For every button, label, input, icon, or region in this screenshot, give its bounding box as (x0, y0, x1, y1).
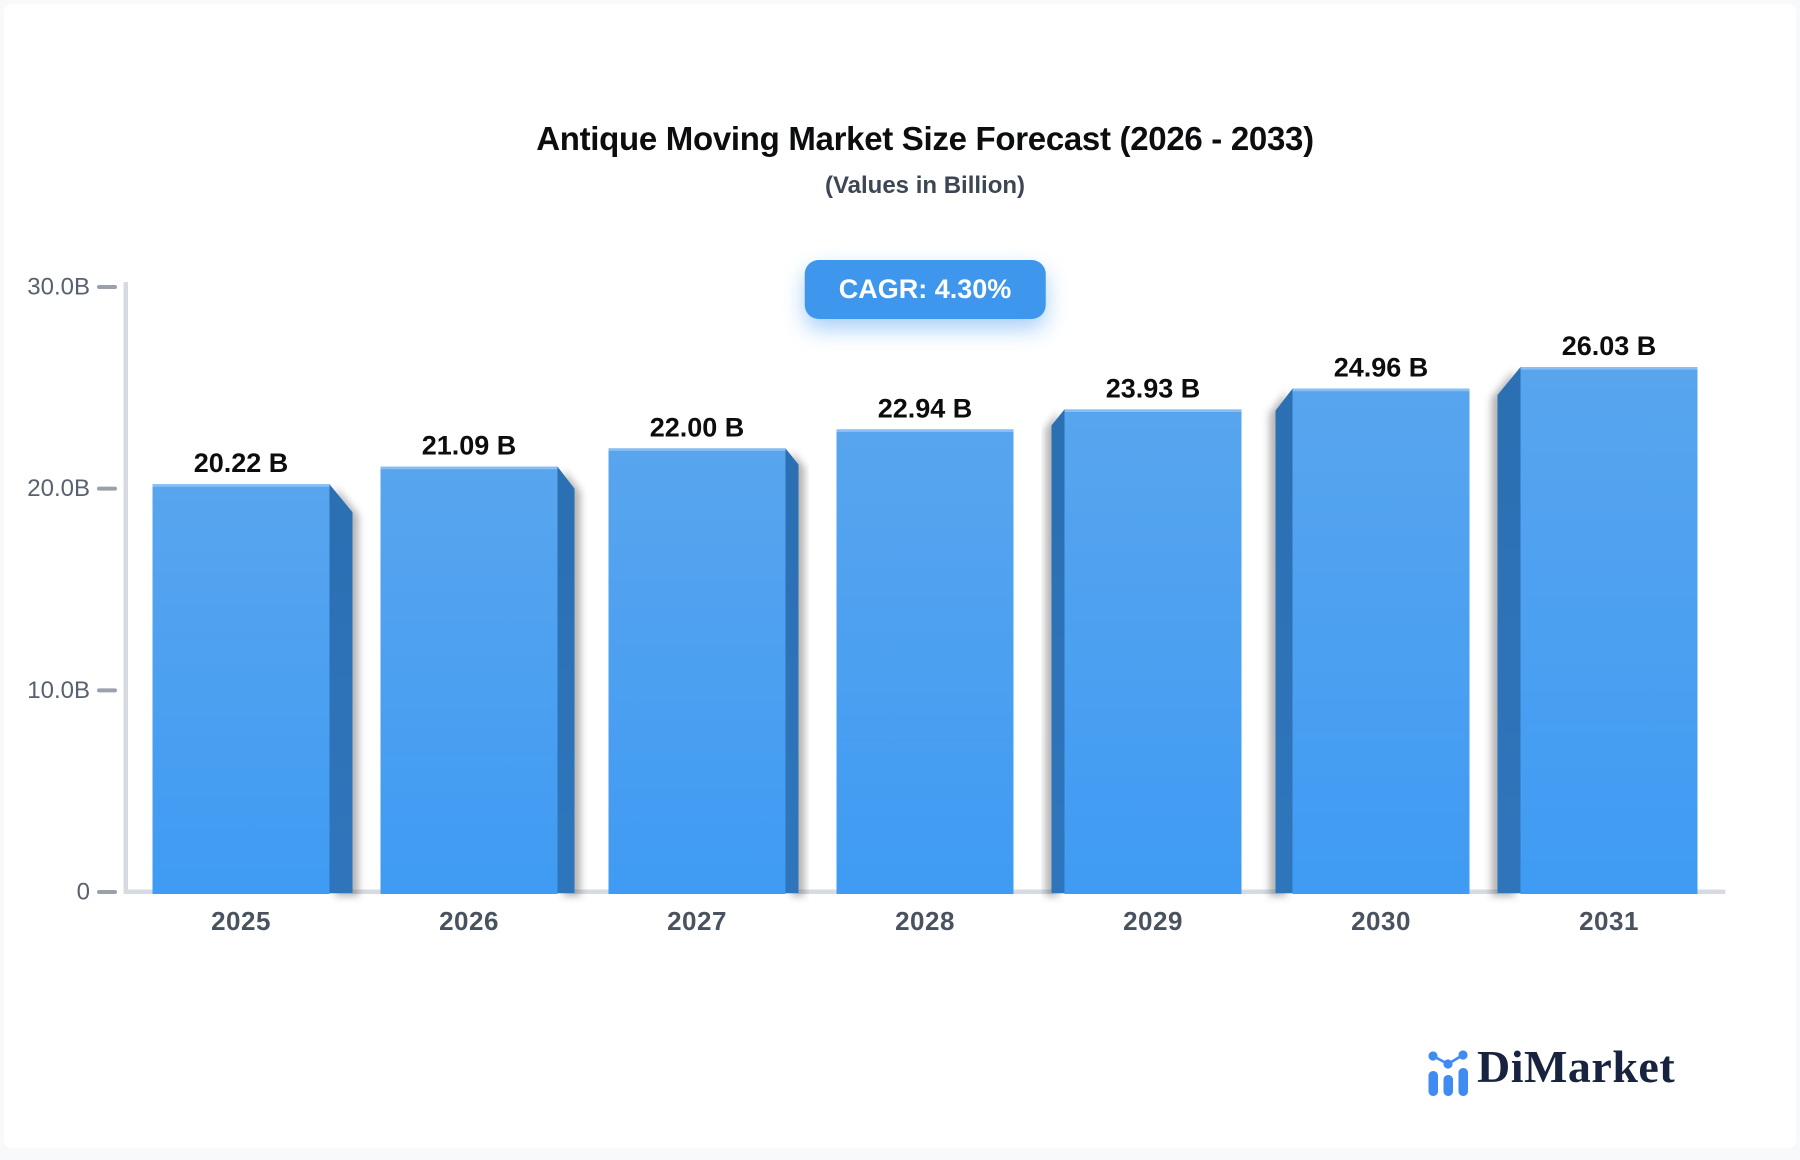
bar-group: 21.09 B 2026 (380, 431, 575, 936)
bar-front-face (1292, 388, 1470, 894)
bar-front-face (1064, 409, 1242, 894)
bar-front-face (1520, 367, 1698, 895)
bar-front-face (608, 448, 786, 894)
bar-chart: 0 10.0B 20.0B 30.0B 20.22 B 2025 21.09 B 2026 22… (27, 274, 1726, 936)
y-axis-line (123, 282, 128, 894)
x-tick-label: 2030 (1351, 906, 1411, 936)
bar-front-face (836, 429, 1014, 894)
bar-value-label: 26.03 B (1562, 331, 1657, 361)
bar-front-face (380, 466, 558, 894)
x-tick-label: 2029 (1123, 906, 1183, 936)
bar-side-face (1497, 367, 1521, 894)
bar-group: 26.03 B 2031 (1497, 331, 1698, 936)
bar-value-label: 22.94 B (878, 393, 973, 423)
brand-logo-text: DiMarket (1477, 1041, 1676, 1092)
bar-group: 22.00 B 2027 (608, 412, 799, 936)
y-tick-label: 10.0B (27, 677, 90, 704)
bar-side-face (557, 466, 575, 893)
chart-subtitle: (Values in Billion) (824, 172, 1026, 199)
mini-bar-line-chart-icon (1428, 1050, 1468, 1096)
bar-side-face (1275, 388, 1293, 893)
bar-group: 24.96 B 2030 (1275, 353, 1470, 936)
bar-side-face (1051, 409, 1065, 893)
y-tick-mark (97, 890, 117, 894)
bar-value-label: 24.96 B (1334, 353, 1429, 383)
bar-front-face (152, 484, 330, 894)
x-tick-label: 2026 (439, 906, 499, 936)
bar-side-face (329, 484, 353, 893)
bar-value-label: 20.22 B (194, 448, 289, 478)
x-tick-label: 2025 (211, 906, 271, 936)
x-tick-label: 2028 (895, 906, 955, 936)
y-tick-mark (97, 688, 117, 693)
brand-logo: DiMarket (1425, 1032, 1695, 1102)
y-tick-label: 0 (77, 879, 90, 906)
chart-title: Antique Moving Market Size Forecast (202… (536, 120, 1314, 157)
x-tick-label: 2031 (1579, 906, 1639, 936)
bar-value-label: 23.93 B (1106, 373, 1201, 403)
y-tick-mark (97, 285, 117, 289)
bar-group: 23.93 B 2029 (1051, 373, 1242, 936)
y-tick-label: 30.0B (27, 274, 90, 301)
cagr-badge: CAGR: 4.30% (804, 260, 1046, 319)
y-tick-mark (97, 486, 117, 491)
bar-value-label: 21.09 B (422, 431, 517, 461)
x-tick-label: 2027 (667, 906, 727, 936)
y-tick-label: 20.0B (27, 475, 90, 502)
bar-side-face (785, 448, 799, 893)
bar-group: 22.94 B 2028 (836, 393, 1014, 936)
bar-group: 20.22 B 2025 (152, 448, 353, 936)
bar-value-label: 22.00 B (650, 412, 745, 442)
chart-card: Antique Moving Market Size Forecast (202… (4, 4, 1796, 1148)
